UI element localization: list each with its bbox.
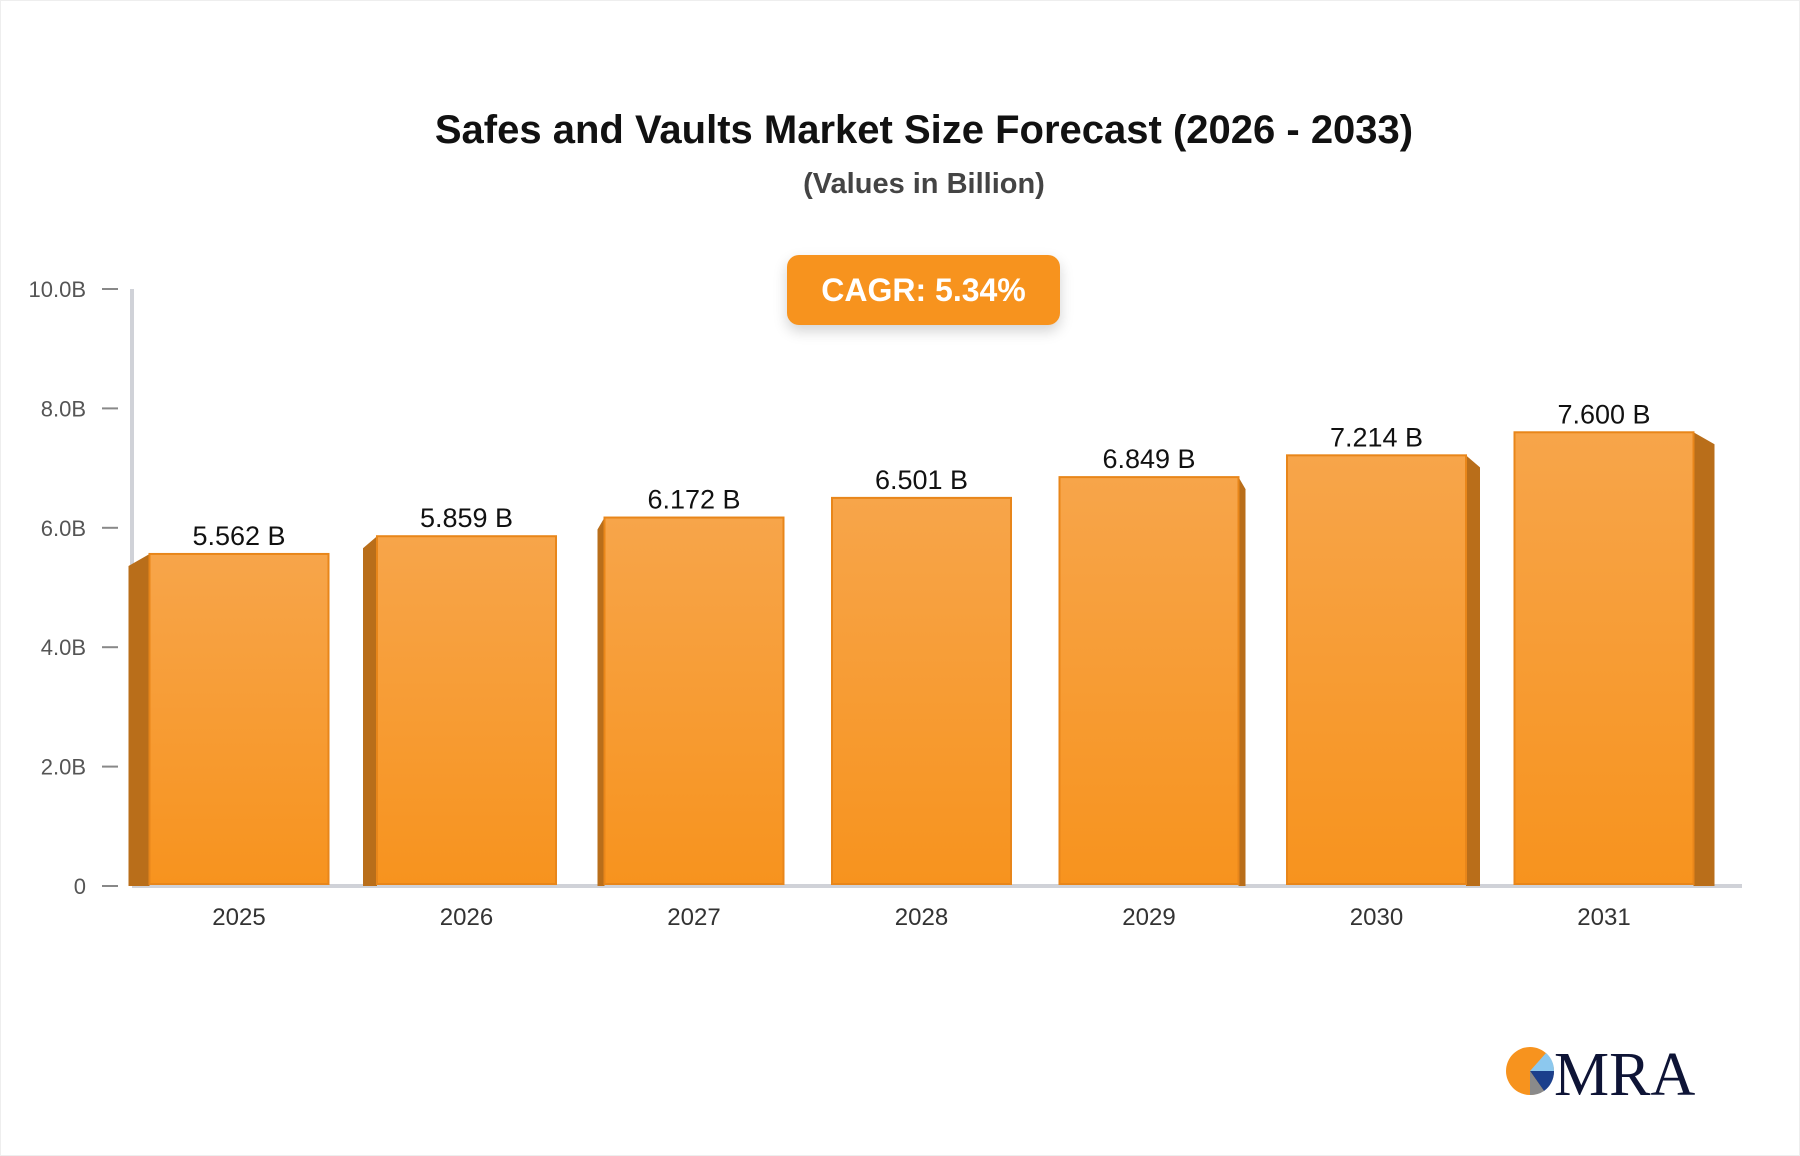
x-tick-label: 2029 — [1122, 904, 1175, 931]
x-tick-label: 2026 — [440, 904, 493, 931]
y-tick-label: 6.0B — [41, 516, 86, 541]
bar-value-label: 5.859 B — [420, 503, 513, 533]
x-tick-label: 2027 — [667, 904, 720, 931]
bar-side — [1693, 432, 1715, 886]
bar-2029 — [1058, 476, 1240, 885]
bar-value-label: 5.562 B — [192, 521, 285, 551]
bar-side — [1238, 477, 1246, 886]
bar-2031 — [1513, 431, 1695, 885]
y-tick-label: 4.0B — [41, 635, 86, 660]
bar-value-label: 7.600 B — [1557, 399, 1650, 429]
y-tick-label: 10.0B — [29, 277, 87, 302]
bar-value-label: 7.214 B — [1330, 422, 1423, 452]
chart-subtitle: (Values in Billion) — [803, 168, 1045, 200]
bar-value-label: 6.849 B — [1102, 444, 1195, 474]
bar-2025 — [148, 552, 330, 885]
bar-2027 — [603, 516, 785, 886]
x-tick-label: 2031 — [1577, 904, 1630, 931]
bar-2028 — [831, 496, 1012, 885]
bar-side — [597, 517, 605, 886]
logo-text: MRA — [1554, 1041, 1695, 1109]
bar-2030 — [1286, 454, 1467, 885]
bar-2026 — [376, 535, 557, 885]
chart-title: Safes and Vaults Market Size Forecast (2… — [434, 108, 1414, 152]
cagr-badge: CAGR: 5.34% — [787, 255, 1060, 325]
bar-value-label: 6.172 B — [647, 485, 740, 515]
bar-side — [128, 553, 150, 886]
y-tick-label: 8.0B — [41, 396, 86, 421]
y-tick-label: 2.0B — [41, 755, 86, 780]
x-tick-label: 2025 — [212, 904, 265, 931]
bar-side — [1466, 455, 1480, 886]
y-tick-label: 0 — [74, 874, 86, 899]
x-tick-label: 2028 — [895, 904, 948, 931]
bar-side — [363, 536, 377, 886]
x-tick-label: 2030 — [1350, 904, 1403, 931]
bar-value-label: 6.501 B — [875, 465, 968, 495]
mra-logo: MRA — [1506, 1041, 1695, 1109]
